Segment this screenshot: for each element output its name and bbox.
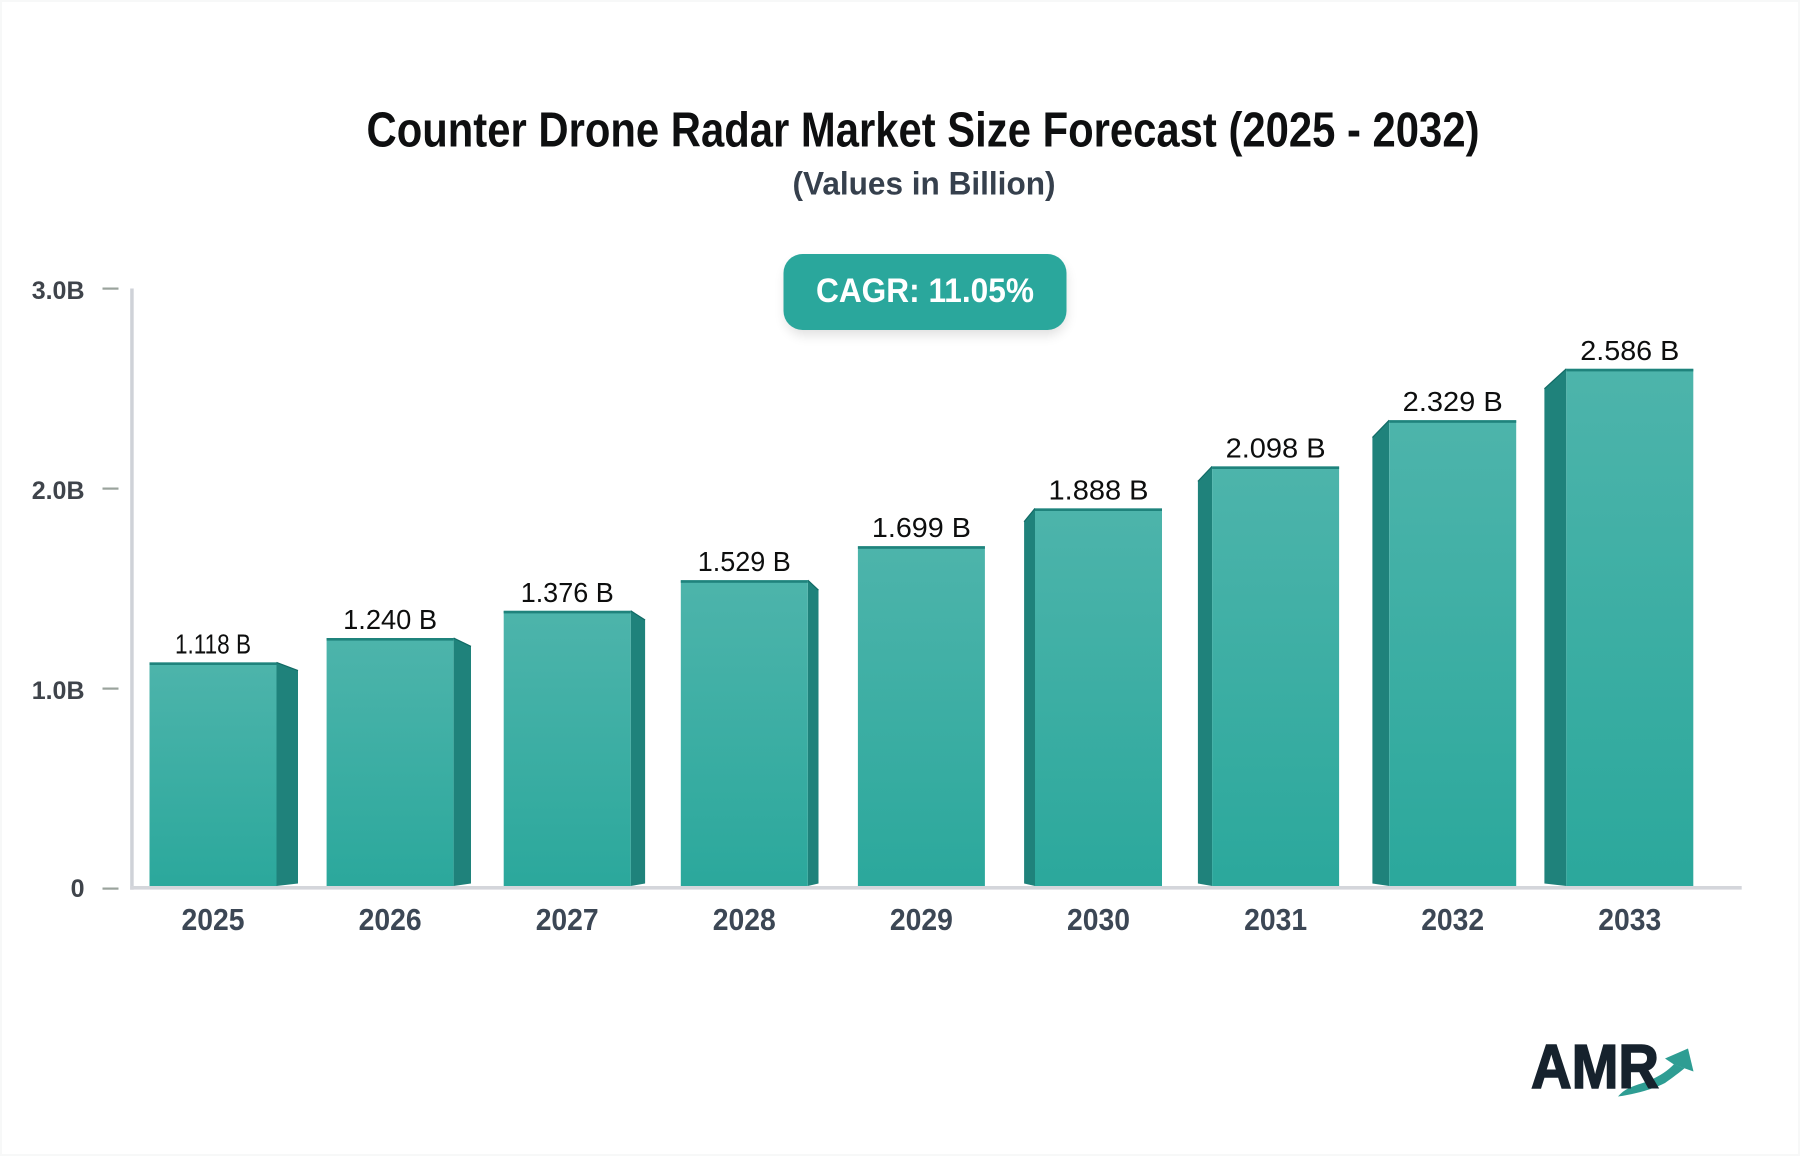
svg-text:2.0B: 2.0B — [32, 477, 85, 505]
svg-text:Counter Drone Radar Market Siz: Counter Drone Radar Market Size Forecast… — [367, 104, 1480, 158]
svg-text:2029: 2029 — [890, 902, 953, 937]
svg-text:3.0B: 3.0B — [32, 277, 85, 305]
svg-text:2.329 B: 2.329 B — [1403, 386, 1503, 417]
svg-text:1.529 B: 1.529 B — [698, 546, 791, 577]
svg-text:1.888 B: 1.888 B — [1049, 474, 1149, 505]
svg-text:2025: 2025 — [182, 902, 245, 937]
svg-text:2033: 2033 — [1598, 902, 1661, 937]
svg-text:1.240 B: 1.240 B — [343, 604, 437, 635]
svg-text:0: 0 — [71, 875, 85, 903]
svg-text:2027: 2027 — [536, 902, 599, 937]
svg-text:2032: 2032 — [1421, 902, 1484, 937]
svg-text:(Values in Billion): (Values in Billion) — [793, 166, 1056, 202]
svg-text:AMR: AMR — [1531, 1033, 1659, 1102]
svg-text:2031: 2031 — [1244, 902, 1307, 937]
svg-text:2.098 B: 2.098 B — [1226, 432, 1326, 463]
svg-text:2026: 2026 — [359, 902, 422, 937]
svg-text:2028: 2028 — [713, 902, 776, 937]
svg-text:1.376 B: 1.376 B — [521, 577, 614, 608]
svg-text:1.699 B: 1.699 B — [872, 512, 971, 543]
svg-text:2030: 2030 — [1067, 902, 1130, 937]
svg-text:CAGR: 11.05%: CAGR: 11.05% — [816, 272, 1034, 310]
svg-text:2.586 B: 2.586 B — [1580, 335, 1679, 366]
svg-text:1.118 B: 1.118 B — [175, 628, 251, 659]
svg-text:1.0B: 1.0B — [32, 677, 85, 705]
